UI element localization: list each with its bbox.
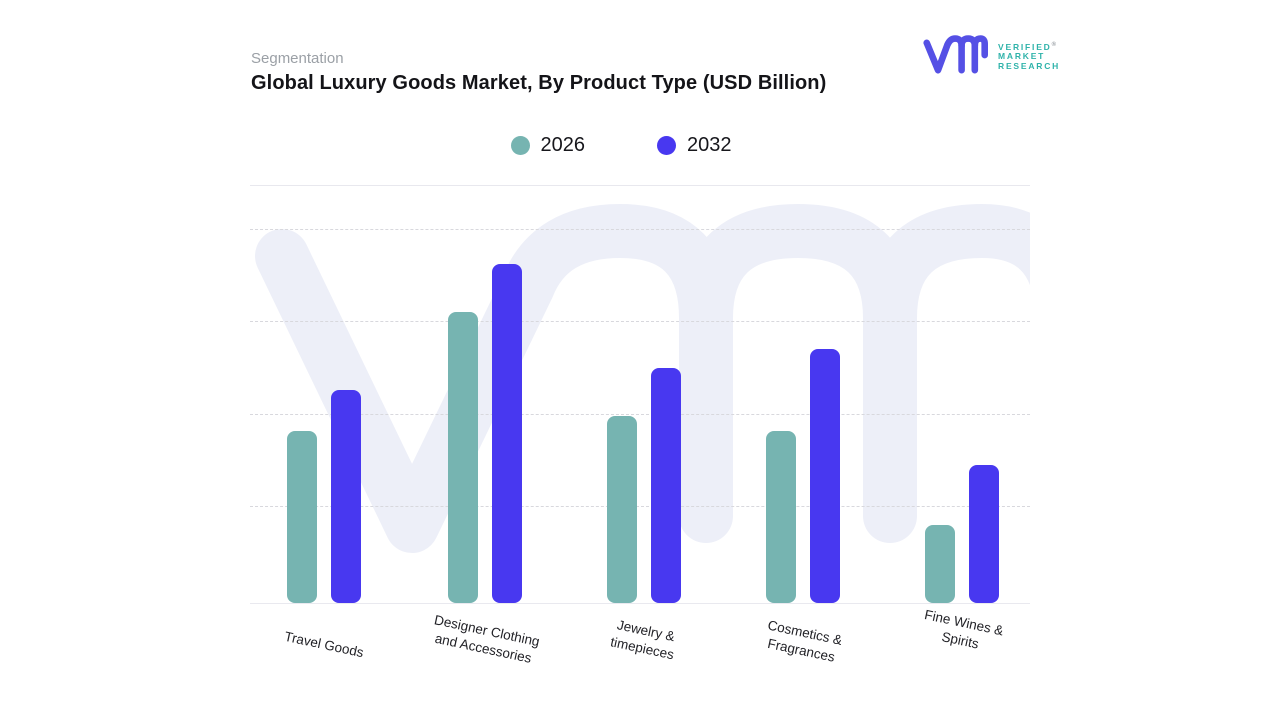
x-axis-labels: Travel Goods Designer Clothing and Access… — [250, 186, 1030, 666]
legend-label-2026: 2026 — [540, 134, 586, 156]
brand-wordmark: VERIFIED® MARKET RESEARCH — [998, 41, 1060, 71]
legend-item-2032: 2032 — [657, 134, 732, 157]
bar-2032-fine-wines-spirits — [969, 465, 999, 603]
bar-2032-designer-clothing-and-accessories — [492, 264, 522, 603]
legend-label-2032: 2032 — [687, 134, 732, 156]
bar-2032-travel-goods — [331, 390, 361, 603]
bar-2026-jewelry-timepieces — [607, 416, 637, 603]
vmr-logo-icon — [923, 35, 988, 74]
registered-mark: ® — [1051, 41, 1057, 48]
bar-2026-cosmetics-fragrances — [766, 431, 796, 603]
chart-legend: 2026 2032 — [231, 134, 1011, 157]
plot-area: Travel Goods Designer Clothing and Access… — [250, 185, 1030, 666]
brand-logo: VERIFIED® MARKET RESEARCH — [922, 34, 1060, 78]
gridline-75 — [250, 321, 1030, 322]
chart-eyebrow: Segmentation — [251, 50, 344, 67]
vmr-watermark-icon — [255, 204, 1030, 553]
legend-swatch-2032-icon — [657, 136, 676, 155]
bars-layer — [250, 186, 1030, 603]
bar-2032-jewelry-timepieces — [651, 368, 681, 603]
brand-line-verified: VERIFIED — [998, 41, 1052, 52]
brand-line-research: RESEARCH — [998, 60, 1061, 71]
gridline-25 — [250, 506, 1030, 507]
gridline-50 — [250, 414, 1030, 415]
brand-line-market: MARKET — [998, 51, 1046, 62]
legend-swatch-2026-icon — [510, 136, 530, 155]
bar-2026-designer-clothing-and-accessories — [448, 312, 478, 603]
bar-2026-fine-wines-spirits — [925, 525, 955, 603]
page-title: Global Luxury Goods Market, By Product T… — [251, 72, 827, 94]
legend-item-2026: 2026 — [510, 134, 586, 157]
bar-2032-cosmetics-fragrances — [810, 349, 840, 603]
gridline-100 — [250, 229, 1030, 230]
bar-2026-travel-goods — [287, 431, 317, 603]
